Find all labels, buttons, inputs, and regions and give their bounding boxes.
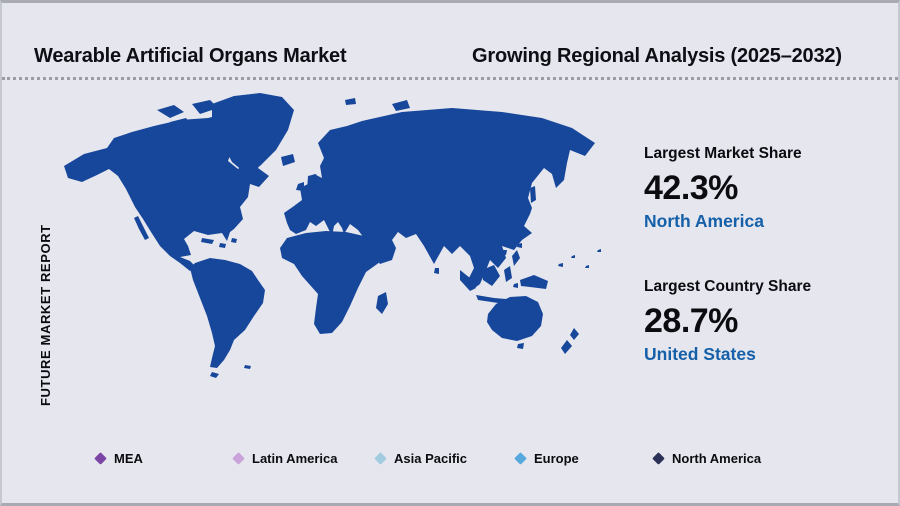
legend-diamond-icon	[232, 451, 245, 465]
stats-panel: Largest Market Share 42.3% North America…	[644, 145, 894, 365]
legend-label: MEA	[114, 450, 143, 466]
legend-item-asia-pacific: Asia Pacific	[374, 449, 467, 467]
continents	[64, 93, 601, 378]
legend-diamond-icon	[94, 451, 107, 465]
stat-label: Largest Market Share	[644, 145, 802, 162]
legend-diamond-icon	[374, 451, 387, 465]
south-america-landmass	[190, 258, 265, 368]
legend-label: North America	[672, 450, 762, 466]
north-america-landmass	[64, 118, 269, 271]
africa-landmass	[280, 231, 380, 334]
stat-region: United States	[644, 344, 756, 364]
world-map	[64, 93, 601, 378]
legend-label: Europe	[534, 450, 579, 466]
legend-label: Latin America	[252, 450, 338, 466]
stat-label: Largest Country Share	[644, 278, 812, 295]
legend-item-europe: Europe	[514, 449, 579, 467]
dotted-divider	[2, 77, 898, 80]
brand-watermark: FUTURE MARKET REPORT	[38, 224, 53, 406]
stat-region: North America	[644, 211, 764, 231]
greenland-landmass	[212, 93, 294, 172]
eurasia-landmass	[284, 108, 595, 290]
legend-item-north-america: North America	[652, 449, 762, 467]
page-title: Wearable Artificial Organs Market	[34, 45, 347, 67]
japan-islands	[512, 200, 525, 221]
page-subtitle: Growing Regional Analysis (2025–2032)	[472, 45, 842, 67]
map-legend: MEA Latin America Asia Pacific Europe No…	[2, 449, 898, 471]
legend-diamond-icon	[514, 451, 527, 465]
madagascar-island	[376, 292, 388, 314]
stat-value: 28.7%	[644, 302, 738, 340]
new-zealand-islands	[570, 328, 579, 340]
stat-largest-market-share: Largest Market Share 42.3% North America	[644, 145, 894, 232]
legend-item-mea: MEA	[94, 449, 143, 467]
stat-largest-country-share: Largest Country Share 28.7% United State…	[644, 278, 894, 365]
australia-landmass	[487, 296, 543, 341]
legend-label: Asia Pacific	[394, 450, 467, 466]
new-guinea-island	[520, 275, 548, 289]
legend-item-latin-america: Latin America	[232, 449, 338, 467]
stat-value: 42.3%	[644, 169, 738, 207]
legend-diamond-icon	[652, 451, 665, 465]
